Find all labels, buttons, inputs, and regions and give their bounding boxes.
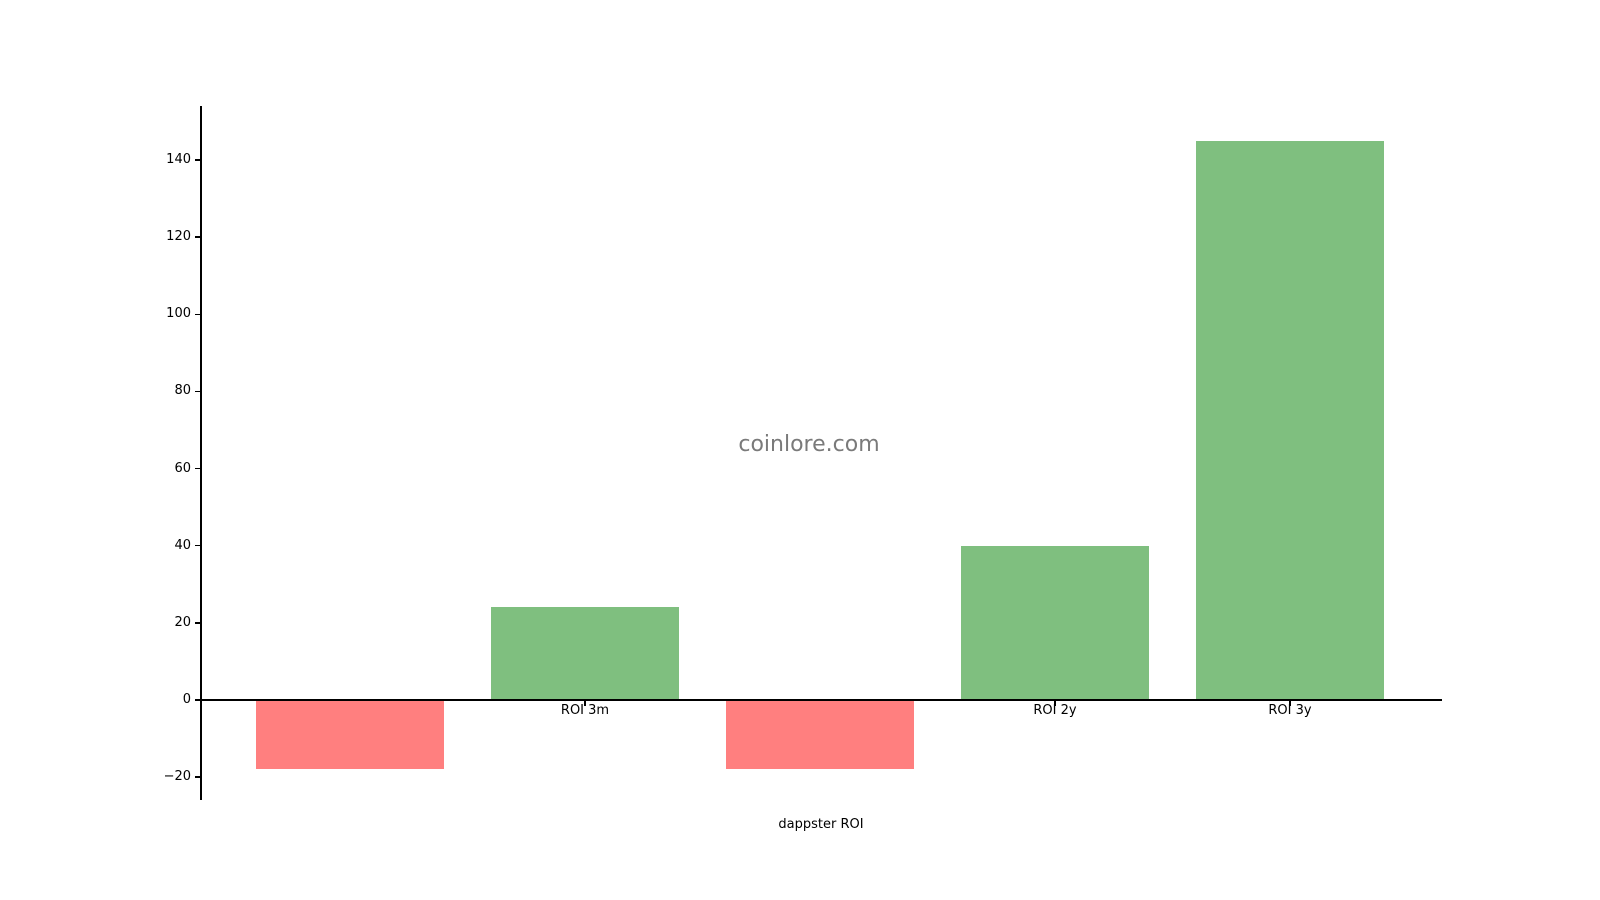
y-tick-label: 20 <box>174 614 191 630</box>
y-tick-mark <box>195 776 200 778</box>
y-tick-mark <box>195 236 200 238</box>
y-tick-mark <box>195 699 200 701</box>
x-tick-label: ROI 3m <box>560 703 610 718</box>
y-tick-mark <box>195 313 200 316</box>
y-tick-label: 140 <box>166 152 191 168</box>
y-tick-label: 60 <box>174 460 191 476</box>
bar <box>256 700 444 770</box>
x-tick-mark <box>1054 700 1056 706</box>
y-tick-label: 40 <box>174 537 191 553</box>
y-tick-label: −20 <box>163 769 191 785</box>
x-tick-label: ROI 2y <box>1033 703 1077 718</box>
y-tick-mark <box>195 467 200 470</box>
x-tick-label: ROI 3y <box>1268 703 1312 718</box>
y-tick-mark <box>195 544 200 547</box>
bar <box>961 545 1149 700</box>
y-tick-mark <box>195 159 200 161</box>
y-tick-label: 120 <box>166 229 191 245</box>
y-tick-label: 0 <box>182 692 191 707</box>
y-tick-mark <box>195 390 200 393</box>
bar <box>1196 140 1384 700</box>
bar <box>491 607 679 700</box>
y-axis-spine <box>200 106 202 801</box>
y-tick-label: 100 <box>166 306 191 322</box>
x-tick-mark <box>1289 700 1291 706</box>
x-axis-line <box>200 699 1442 701</box>
bar <box>726 700 914 770</box>
x-tick-mark <box>584 700 586 706</box>
y-tick-label: 80 <box>174 383 191 399</box>
watermark-text: coinlore.com <box>738 432 880 457</box>
x-axis-title: dappster ROI <box>778 817 864 832</box>
y-tick-mark <box>195 622 200 624</box>
